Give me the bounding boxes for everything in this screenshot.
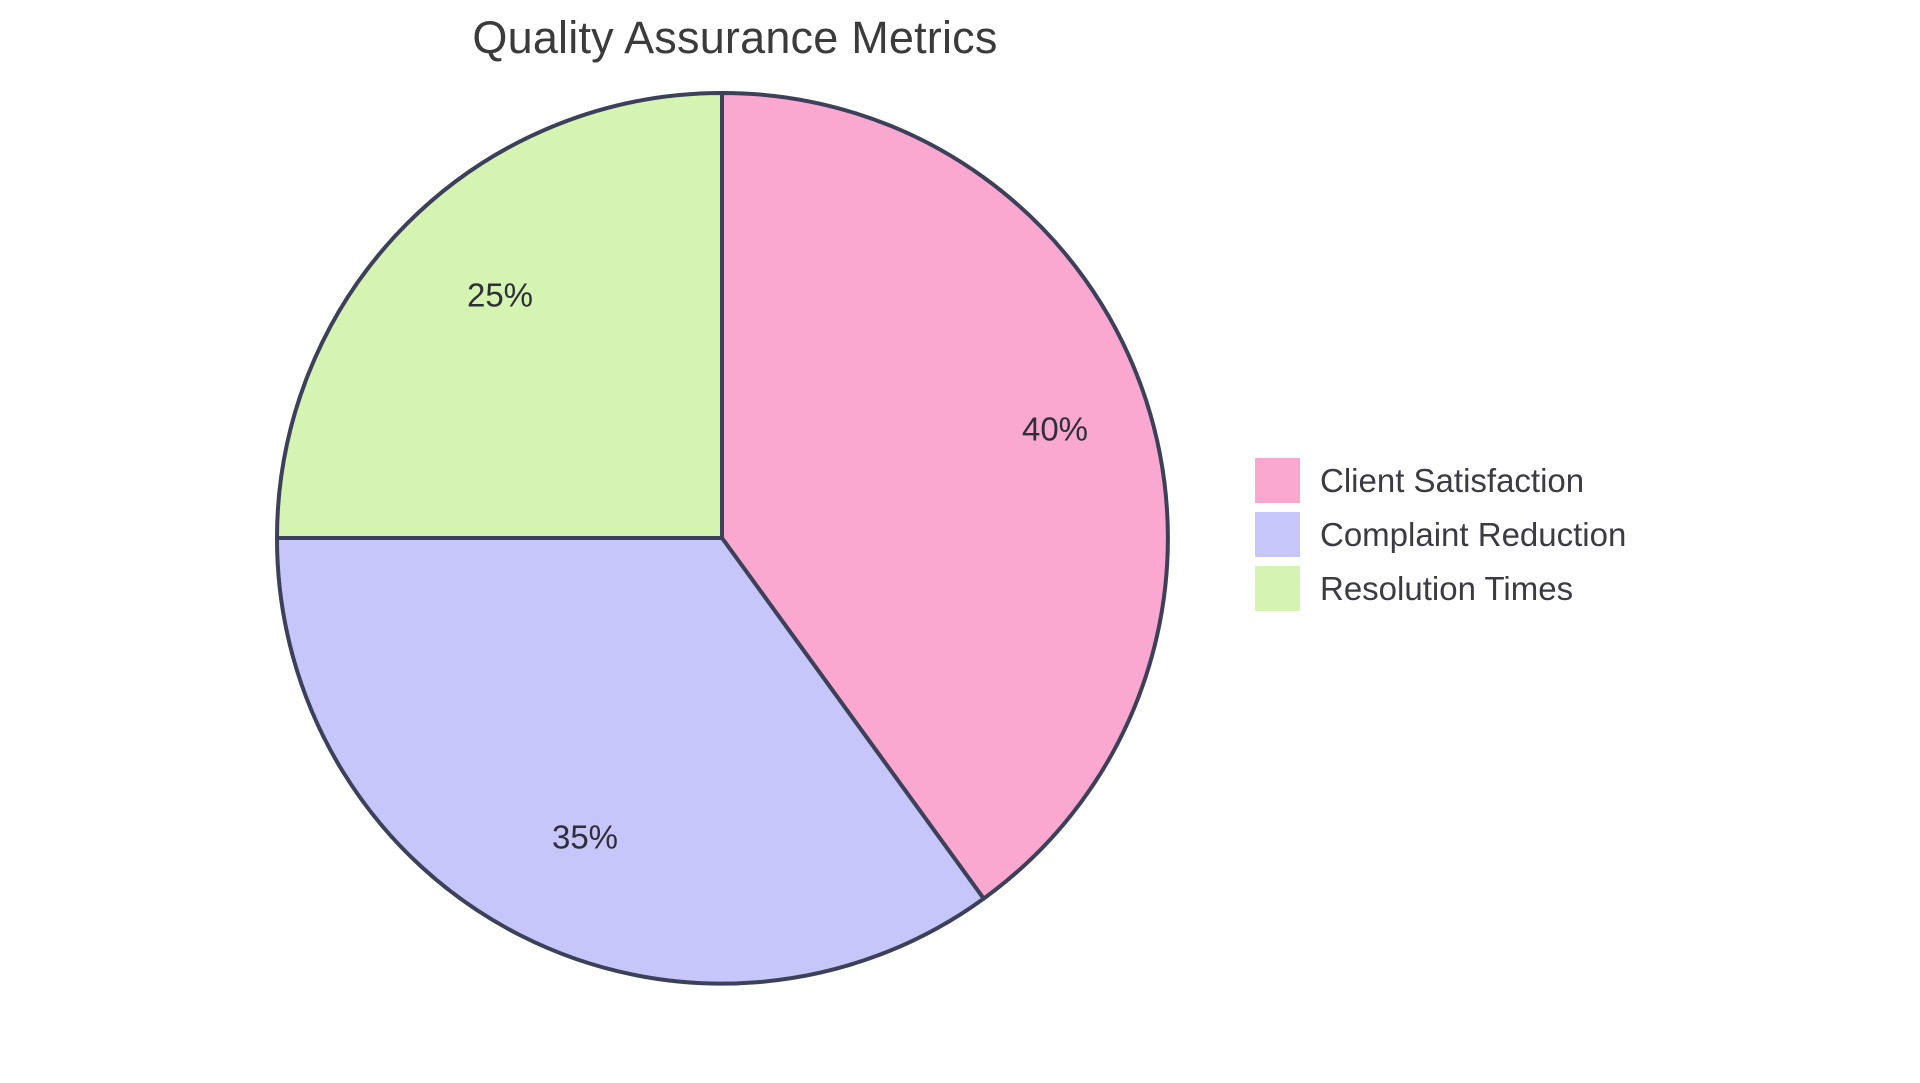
legend-label-client-satisfaction: Client Satisfaction <box>1320 461 1585 499</box>
legend-label-complaint-reduction: Complaint Reduction <box>1320 515 1627 553</box>
pie-slice-label-client-satisfaction: 40% <box>1022 411 1088 448</box>
pie-slice-client-satisfaction[interactable] <box>720 90 1170 901</box>
pie-slice-label-complaint-reduction: 35% <box>552 819 618 856</box>
legend-swatch-client-satisfaction <box>1255 457 1300 503</box>
chart-legend: Client Satisfaction Complaint Reduction … <box>1255 457 1627 611</box>
pie-slice-complaint-reduction[interactable] <box>274 536 986 986</box>
legend-item-resolution-times[interactable]: Resolution Times <box>1255 565 1626 611</box>
legend-swatch-resolution-times <box>1255 565 1300 611</box>
pie-slice-resolution-times[interactable] <box>275 91 724 540</box>
pie-slices-group <box>274 90 1170 986</box>
pie-slice-label-resolution-times: 25% <box>467 277 533 314</box>
legend-swatch-complaint-reduction <box>1255 511 1300 557</box>
chart-title: Quality Assurance Metrics <box>472 12 998 63</box>
legend-item-client-satisfaction[interactable]: Client Satisfaction <box>1255 457 1626 503</box>
legend-item-complaint-reduction[interactable]: Complaint Reduction <box>1255 511 1627 557</box>
legend-label-resolution-times: Resolution Times <box>1320 569 1574 607</box>
pie-slice-labels-group: 40% 35% 25% <box>467 277 1088 856</box>
